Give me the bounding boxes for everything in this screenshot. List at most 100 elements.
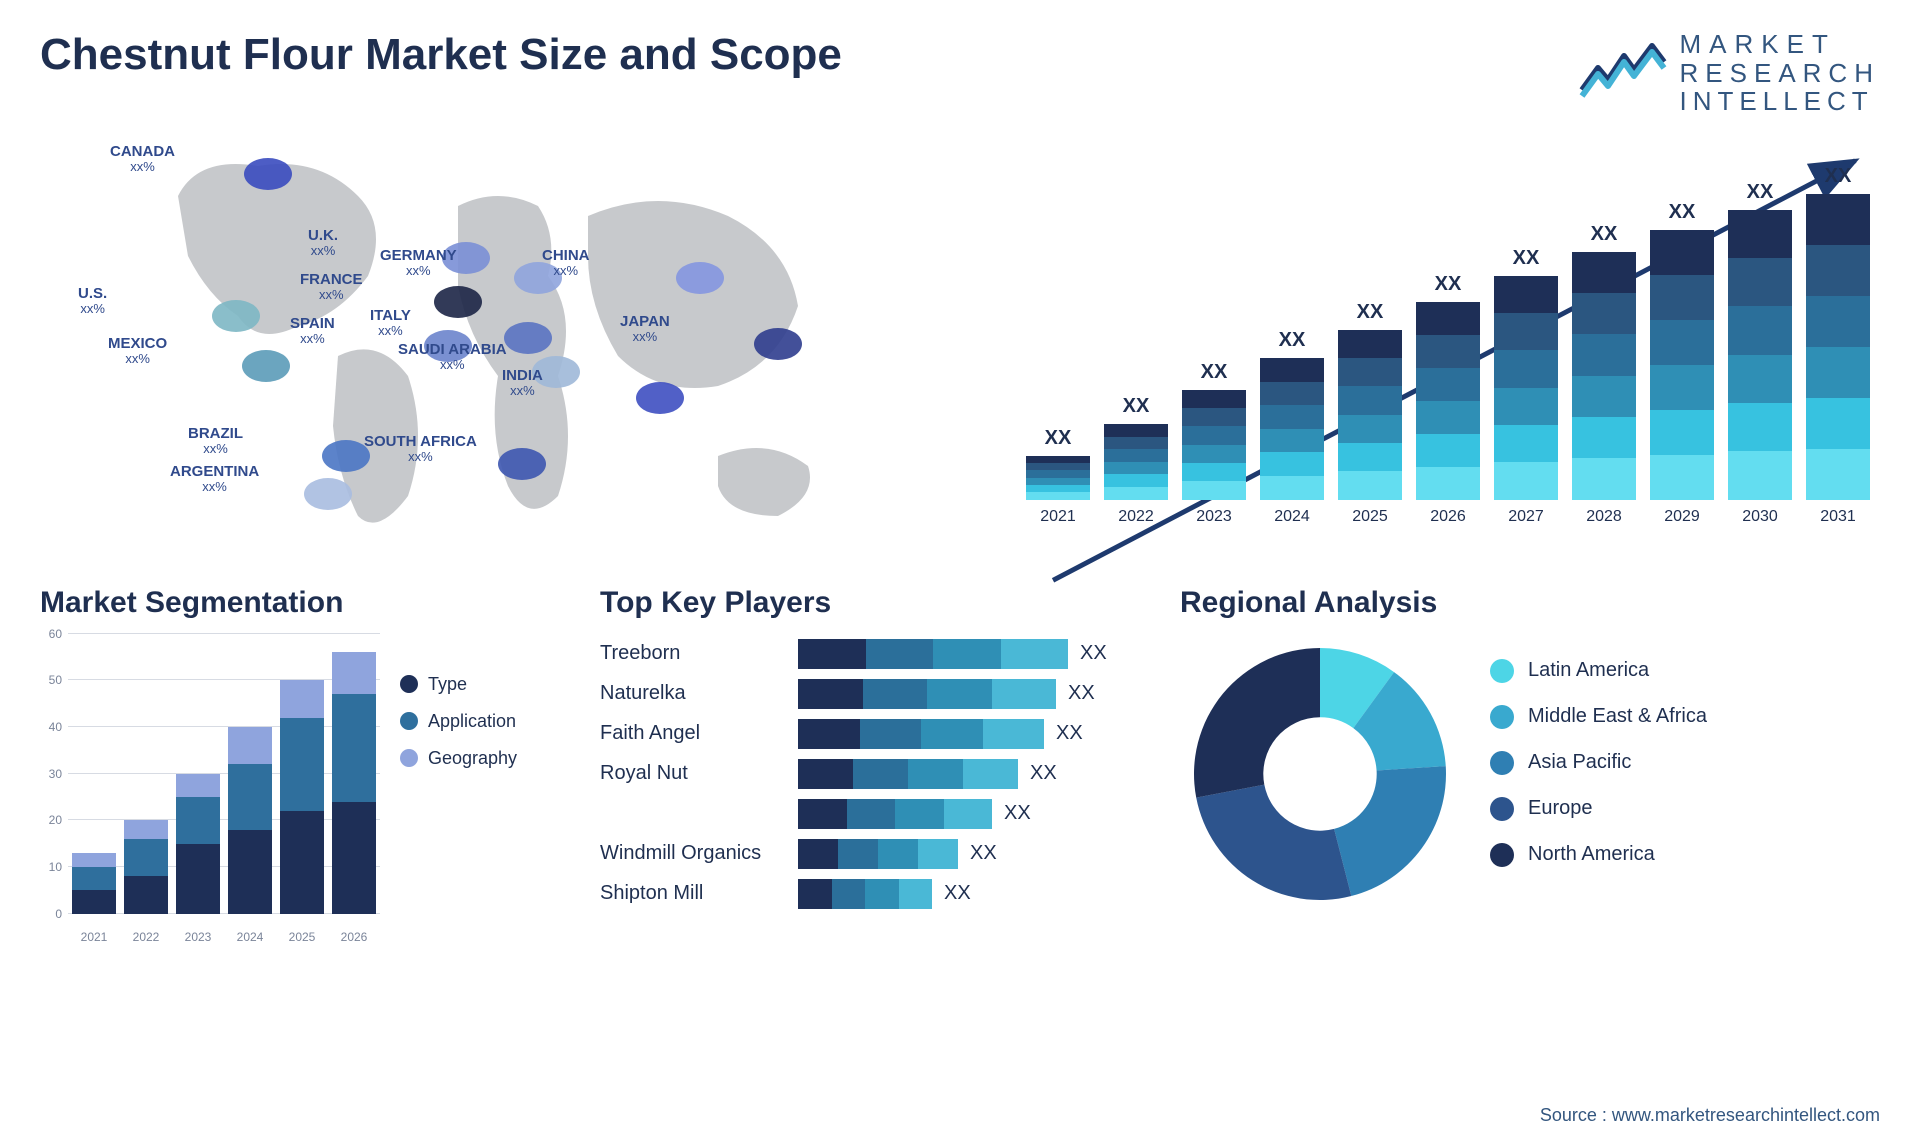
player-bar-value: XX (1004, 802, 1031, 825)
growth-bars: XX2021XX2022XX2023XX2024XX2025XX2026XX20… (1016, 196, 1880, 526)
map-label-south-africa: SOUTH AFRICAxx% (364, 434, 477, 465)
growth-bar-2030: XX 2030 (1728, 181, 1792, 526)
region-legend-asia-pacific: Asia Pacific (1490, 751, 1880, 775)
map-label-italy: ITALYxx% (370, 308, 411, 339)
growth-bar-year: 2027 (1508, 508, 1544, 526)
growth-bar-value: XX (1045, 427, 1072, 450)
donut-slice-europe (1196, 784, 1351, 899)
logo-line2: RESEARCH (1680, 59, 1880, 88)
donut-slice-asia-pacific (1334, 766, 1446, 896)
player-label: Royal Nut (600, 754, 780, 794)
segmentation-legend: TypeApplicationGeography (400, 634, 560, 944)
growth-bar-value: XX (1435, 273, 1462, 296)
player-bar-value: XX (1068, 682, 1095, 705)
player-bar-row: XX (798, 634, 1140, 674)
growth-bar-2027: XX 2027 (1494, 247, 1558, 526)
region-legend-north-america: North America (1490, 843, 1880, 867)
growth-bar-year: 2026 (1430, 508, 1466, 526)
growth-bar-year: 2031 (1820, 508, 1856, 526)
regional-title: Regional Analysis (1180, 586, 1880, 620)
map-label-canada: CANADAxx% (110, 144, 175, 175)
player-bar-row: XX (798, 794, 1140, 834)
growth-bar-year: 2030 (1742, 508, 1778, 526)
growth-bar-value: XX (1669, 201, 1696, 224)
regional-donut (1180, 634, 1460, 914)
growth-bar-value: XX (1513, 247, 1540, 270)
logo-text: MARKET RESEARCH INTELLECT (1680, 30, 1880, 116)
growth-bar-2023: XX 2023 (1182, 361, 1246, 526)
growth-bar-2026: XX 2026 (1416, 273, 1480, 526)
growth-bar-year: 2021 (1040, 508, 1076, 526)
bottom-row: Market Segmentation 0102030405060 202120… (40, 586, 1880, 966)
growth-chart-panel: XX2021XX2022XX2023XX2024XX2025XX2026XX20… (1016, 136, 1880, 556)
seg-bar-2026 (332, 652, 376, 913)
growth-bar-2029: XX 2029 (1650, 201, 1714, 526)
growth-bar-2022: XX2022 (1104, 395, 1168, 526)
segmentation-panel: Market Segmentation 0102030405060 202120… (40, 586, 560, 966)
growth-bar-value: XX (1357, 301, 1384, 324)
player-label: Naturelka (600, 674, 780, 714)
map-label-japan: JAPANxx% (620, 314, 670, 345)
player-bar-value: XX (944, 882, 971, 905)
logo-mark-icon (1578, 40, 1668, 105)
map-label-saudi-arabia: SAUDI ARABIAxx% (398, 342, 507, 373)
growth-bar-value: XX (1747, 181, 1774, 204)
growth-bar-value: XX (1279, 329, 1306, 352)
segmentation-chart: 0102030405060 202120222023202420252026 (40, 634, 380, 944)
donut-slice-north-america (1194, 648, 1320, 798)
seg-bar-2021 (72, 853, 116, 914)
growth-bar-2031: XX2031 (1806, 165, 1870, 526)
seg-legend-geography: Geography (400, 748, 560, 769)
map-label-brazil: BRAZILxx% (188, 426, 243, 457)
growth-bar-year: 2029 (1664, 508, 1700, 526)
player-label: Windmill Organics (600, 834, 780, 874)
growth-bar-year: 2023 (1196, 508, 1232, 526)
map-label-china: CHINAxx% (542, 248, 590, 279)
growth-bar-year: 2024 (1274, 508, 1310, 526)
map-label-india: INDIAxx% (502, 368, 543, 399)
logo-line3: INTELLECT (1680, 87, 1880, 116)
page-title: Chestnut Flour Market Size and Scope (40, 30, 842, 80)
player-bar-row: XX (798, 674, 1140, 714)
growth-bar-2028: XX2028 (1572, 223, 1636, 526)
key-players-panel: Top Key Players TreebornNaturelkaFaith A… (600, 586, 1140, 966)
regional-legend: Latin America Middle East & Africa Asia Pa… (1490, 659, 1880, 889)
map-label-france: FRANCExx% (300, 272, 363, 303)
brand-logo: MARKET RESEARCH INTELLECT (1578, 30, 1880, 116)
header: Chestnut Flour Market Size and Scope MAR… (40, 30, 1880, 116)
player-bar-value: XX (970, 842, 997, 865)
player-label (600, 794, 780, 834)
region-legend-middle-east-africa: Middle East & Africa (1490, 705, 1880, 729)
segmentation-title: Market Segmentation (40, 586, 560, 620)
region-legend-europe: Europe (1490, 797, 1880, 821)
player-bar-value: XX (1030, 762, 1057, 785)
growth-bar-value: XX (1123, 395, 1150, 418)
region-legend-latin-america: Latin America (1490, 659, 1880, 683)
player-bar-row: XX (798, 714, 1140, 754)
map-label-mexico: MEXICOxx% (108, 336, 167, 367)
player-bar-row: XX (798, 754, 1140, 794)
growth-bar-value: XX (1591, 223, 1618, 246)
player-bar-value: XX (1056, 722, 1083, 745)
growth-bar-2025: XX 2025 (1338, 301, 1402, 526)
map-label-germany: GERMANYxx% (380, 248, 457, 279)
player-bar-row: XX (798, 874, 1140, 914)
player-bars: XX XX XX XX XX XX XX (798, 634, 1140, 914)
seg-bar-2022 (124, 820, 168, 913)
player-bar-value: XX (1080, 642, 1107, 665)
seg-bar-2024 (228, 727, 272, 914)
growth-bar-year: 2025 (1352, 508, 1388, 526)
player-bar-row: XX (798, 834, 1140, 874)
seg-bar-2025 (280, 680, 324, 913)
map-label-u-k-: U.K.xx% (308, 228, 338, 259)
logo-line1: MARKET (1680, 30, 1880, 59)
key-players-title: Top Key Players (600, 586, 1140, 620)
map-label-argentina: ARGENTINAxx% (170, 464, 259, 495)
player-labels: TreebornNaturelkaFaith AngelRoyal NutWin… (600, 634, 780, 914)
growth-bar-2021: XX 2021 (1026, 427, 1090, 526)
growth-bar-value: XX (1201, 361, 1228, 384)
world-map-panel: CANADAxx%U.S.xx%MEXICOxx%BRAZILxx%ARGENT… (40, 136, 976, 556)
regional-panel: Regional Analysis Latin America Middle Ea… (1180, 586, 1880, 966)
source-label: Source : www.marketresearchintellect.com (1540, 1105, 1880, 1126)
growth-bar-2024: XX 2024 (1260, 329, 1324, 526)
